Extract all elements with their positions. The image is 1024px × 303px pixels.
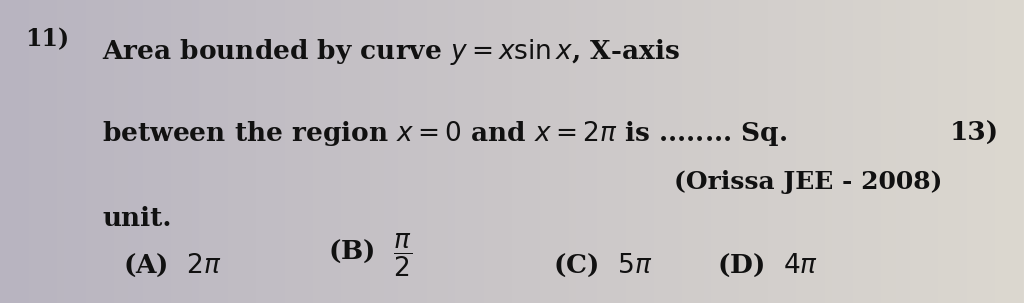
Text: 11): 11) — [26, 27, 70, 52]
Text: (Orissa JEE - 2008): (Orissa JEE - 2008) — [674, 170, 942, 194]
Text: (D)  $4\pi$: (D) $4\pi$ — [717, 251, 818, 279]
Text: between the region $x = 0$ and $x = 2\pi$ is ........ Sq.: between the region $x = 0$ and $x = 2\pi… — [102, 119, 787, 148]
Text: 13): 13) — [949, 121, 998, 146]
Text: Area bounded by curve $y = x\sin x$, X-axis: Area bounded by curve $y = x\sin x$, X-a… — [102, 36, 680, 67]
Text: (C)  $5\pi$: (C) $5\pi$ — [553, 251, 652, 279]
Text: (B)  $\dfrac{\pi}{2}$: (B) $\dfrac{\pi}{2}$ — [328, 231, 412, 279]
Text: (A)  $2\pi$: (A) $2\pi$ — [123, 251, 221, 279]
Text: unit.: unit. — [102, 206, 172, 231]
